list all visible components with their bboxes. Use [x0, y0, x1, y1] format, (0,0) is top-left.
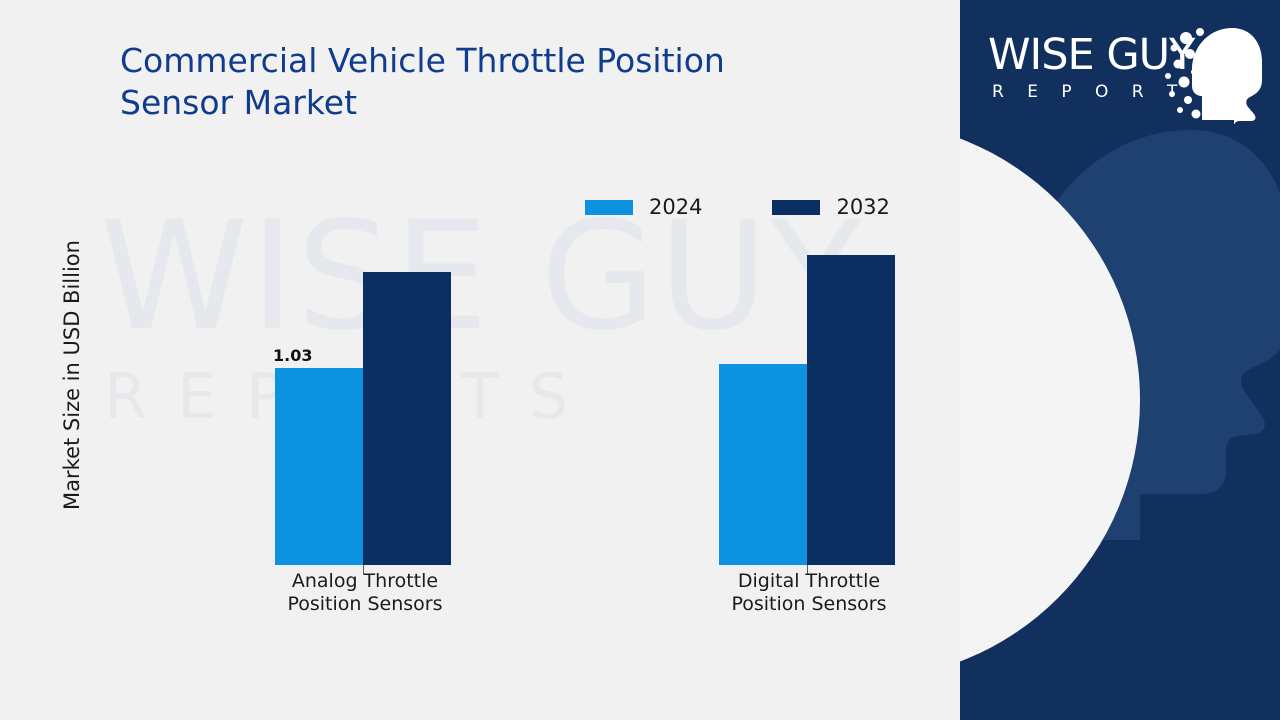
logo: WISE GUY R E P O R T S — [966, 24, 1266, 124]
bar-group-analog: 1.03 Analog Throttle Position Sensors — [273, 150, 455, 615]
bar-value-analog-2024: 1.03 — [273, 346, 313, 365]
chart-legend: 2024 2032 — [585, 193, 890, 221]
page-title: Commercial Vehicle Throttle Position Sen… — [120, 41, 725, 122]
legend-swatch-2032 — [772, 199, 821, 215]
bar-digital-2032[interactable] — [807, 255, 895, 565]
logo-subtext: R E P O R T S — [992, 82, 1221, 102]
x-tick-analog — [363, 565, 364, 574]
bar-group-digital: Digital Throttle Position Sensors — [719, 150, 899, 615]
x-label-digital: Digital Throttle Position Sensors — [731, 570, 887, 615]
bar-digital-2024[interactable] — [719, 364, 807, 565]
legend-item-2024[interactable]: 2024 — [585, 195, 702, 219]
legend-item-2032[interactable]: 2032 — [772, 195, 890, 219]
bar-analog-2024[interactable]: 1.03 — [273, 346, 363, 565]
brand-panel — [960, 0, 1280, 720]
x-tick-digital — [807, 565, 808, 574]
logo-wordmark: WISE GUY — [988, 30, 1195, 80]
legend-label-2024: 2024 — [649, 195, 703, 219]
legend-swatch-2024 — [585, 199, 633, 215]
legend-label-2032: 2032 — [836, 195, 890, 219]
logo-head-icon — [1165, 28, 1262, 124]
y-axis-label: Market Size in USD Billion — [52, 190, 92, 560]
plot-area: 1.03 Analog Throttle Position Sensors Di… — [95, 150, 925, 615]
bar-analog-2032[interactable] — [363, 272, 451, 565]
y-axis-label-text: Market Size in USD Billion — [60, 240, 85, 510]
x-label-analog: Analog Throttle Position Sensors — [287, 570, 443, 615]
